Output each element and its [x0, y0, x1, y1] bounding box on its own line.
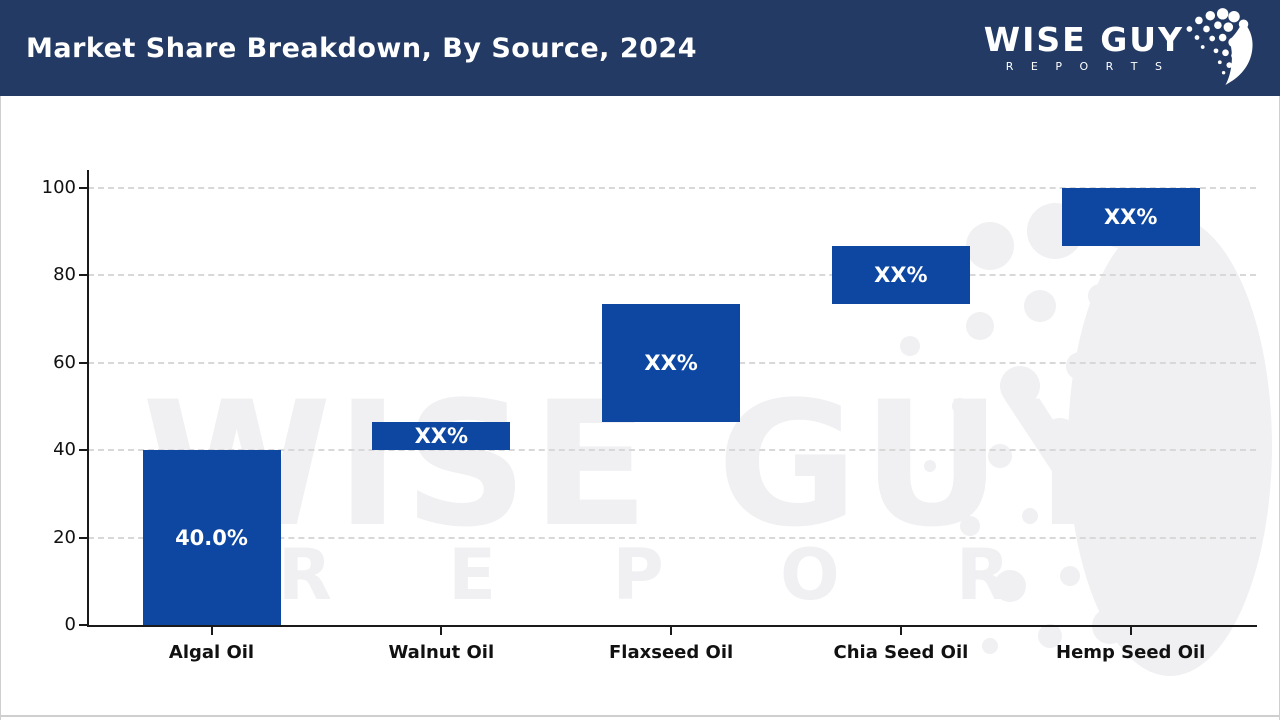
bar-value-label: XX% [1103, 204, 1158, 229]
page-bottom-border [0, 715, 1280, 717]
y-tick-label: 20 [53, 526, 76, 548]
brand-logo: WISE GUY R E P O R T S [984, 8, 1254, 88]
brand-subtitle: R E P O R T S [1005, 60, 1169, 73]
x-tick [440, 627, 443, 635]
y-axis-line [86, 170, 89, 627]
x-tick [210, 627, 213, 635]
y-tick [79, 449, 87, 451]
y-tick-label: 40 [53, 439, 76, 460]
y-tick [79, 361, 87, 364]
x-tick-label: Walnut Oil [388, 642, 495, 663]
bar-walnut-oil: XX% [372, 421, 511, 450]
bar-value-label: 40.0% [175, 525, 248, 550]
brand-name: WISE GUY [983, 20, 1184, 59]
x-tick [899, 627, 902, 635]
y-tick-label: 80 [53, 264, 76, 285]
y-gridline [88, 536, 1256, 539]
y-tick [79, 186, 87, 189]
page-title: Market Share Breakdown, By Source, 2024 [26, 32, 697, 64]
x-tick [670, 627, 673, 635]
y-tick-label: 0 [64, 614, 76, 635]
x-axis-line [86, 624, 1257, 627]
bar-value-label: XX% [414, 423, 469, 448]
header-bar: Market Share Breakdown, By Source, 2024 … [0, 0, 1280, 96]
y-tick [79, 536, 87, 539]
waterfall-chart: WISE GUY R E P O R T S 0 20 40 60 80 100 40.0%… [0, 96, 1280, 720]
y-tick [79, 624, 87, 626]
dotted-face-icon [1186, 8, 1253, 86]
bar-algal-oil: 40.0% [142, 450, 281, 625]
brand-logo-text: WISE GUY R E P O R T S [984, 23, 1184, 73]
y-tick-label: 60 [53, 351, 76, 373]
x-tick-label: Hemp Seed Oil [1056, 642, 1206, 663]
bar-hemp-seed-oil: XX% [1061, 187, 1200, 247]
bar-chia-seed-oil: XX% [831, 246, 970, 305]
x-tick-label: Algal Oil [168, 642, 255, 663]
y-tick [79, 274, 87, 276]
bar-value-label: XX% [874, 263, 928, 288]
x-tick [1129, 627, 1132, 635]
y-gridline [88, 274, 1256, 276]
bar-flaxseed-oil: XX% [602, 304, 741, 422]
y-tick-label: 100 [41, 176, 76, 198]
bar-value-label: XX% [644, 350, 698, 375]
x-tick-label: Chia Seed Oil [833, 642, 969, 663]
x-tick-label: Flaxseed Oil [609, 642, 734, 663]
y-gridline [88, 449, 1256, 451]
page-left-border [0, 96, 1, 720]
y-gridline [88, 186, 1256, 189]
